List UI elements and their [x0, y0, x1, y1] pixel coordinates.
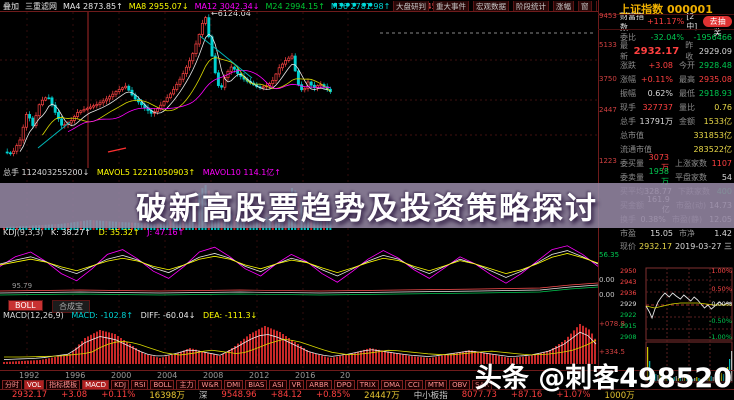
axis-label: +078.8 [599, 320, 625, 328]
quote-row: 最新 2932.17 昨收 2929.09 [620, 41, 732, 61]
menu-item[interactable]: 阶段统计 [513, 1, 549, 12]
date-label: 2004 [157, 370, 178, 380]
intraday-price-label: 2950 [620, 267, 637, 275]
intraday-pct-label: 0.00% [711, 300, 732, 308]
quote-row: 涨幅 +0.11% 最高 2935.08 [620, 74, 732, 84]
axis-label: 1223 [599, 157, 617, 165]
status-item: 1000万 [604, 391, 635, 400]
chart-top-menu: 大盘研判重大事件宏观数据阶段统计涨幅窗缩白刷 [393, 1, 597, 12]
status-item: +3.08 [61, 390, 88, 400]
banner-title: 破新高股票趋势及投资策略探讨 [136, 191, 598, 227]
ma-item: M24 2994.15↑ [265, 2, 325, 11]
status-item: 深 [198, 391, 208, 400]
date-label: 1992 [19, 370, 40, 380]
date-label: 1996 [65, 370, 86, 380]
intraday-pct-label: -1.00% [709, 333, 732, 341]
promo-banner: 破新高股票趋势及投资策略探讨 [0, 183, 734, 228]
date-label: 2000 [111, 370, 132, 380]
overlay-dots-icon: ●●●● ●● [333, 2, 375, 8]
intraday-price-label: 2922 [620, 311, 637, 319]
intraday-price-label: 2908 [620, 333, 637, 341]
status-item: +87.16 [510, 390, 543, 400]
status-item: 8077.73 [461, 390, 497, 400]
date-label: 20 [340, 370, 351, 380]
intraday-pct-label: -0.50% [709, 317, 732, 325]
macd-indicator-row: MACD(12,26,9) MACD: -102.8↑ DIFF: -60.04… [3, 311, 258, 320]
kdj-indicator-row: KDJ(9,3,3) K: 38.27↑ D: 35.32↑ J: 47.16↑ [3, 228, 185, 237]
status-item: +0.11% [101, 390, 136, 400]
axis-label: 5133 [599, 41, 617, 49]
intraday-price-label: 2929 [620, 300, 637, 308]
intraday-price-label: 2943 [620, 278, 637, 286]
index-title[interactable]: 上证指数 000001 [619, 3, 713, 16]
current-price-row: 现价 2932.17 2019-03-27 三 [620, 241, 732, 251]
menu-item[interactable]: 大盘研判 [393, 1, 429, 12]
tab-boll[interactable]: BOLL [8, 300, 43, 311]
boll-value-label: 95.79 [12, 282, 33, 290]
status-item: 16398万 [149, 391, 185, 400]
quote-row: 委买量 3073万 上涨家数 1107 [620, 153, 732, 172]
menu-item[interactable]: 窗 [578, 1, 592, 12]
status-item: 中小板指 [413, 391, 448, 400]
axis-label: 0.00 [599, 291, 615, 299]
ma-item: MA4 2873.85↑ [63, 2, 123, 11]
status-item: 2932.17 [12, 390, 48, 400]
ad-text: 财富指数 [620, 11, 644, 32]
ad-tag: [2中] [686, 11, 698, 31]
ad-row: 财富指数 +11.17% [2中] 去抽奖 [620, 12, 732, 37]
quote-row: 市盈 15.05 市净 1.42 [620, 228, 732, 238]
status-item: +0.85% [316, 390, 351, 400]
status-bar: 2932.17 +3.08 +0.11% 16398万 深 9548.96 +84.12 +0… [12, 390, 734, 400]
vol-indicator-row: 总手 112403255200↓ MAVOL5 12211050903↑ MAV… [3, 168, 282, 177]
overlay-label[interactable]: 叠加 [3, 2, 19, 11]
filter-label[interactable]: 三重滤网 [25, 2, 57, 11]
axis-label: 3750 [599, 75, 617, 83]
ma-item: MA12 3042.34↓ [194, 2, 260, 11]
status-item: +1.07% [556, 390, 591, 400]
tab-hecheng[interactable]: 合成宝 [52, 300, 90, 313]
quote-row: 总手 13791万 金额 1533亿 [620, 116, 732, 126]
intraday-price-label: 2915 [620, 322, 637, 330]
status-item: +84.12 [270, 390, 303, 400]
ma-item: MA8 2955.07↓ [128, 2, 189, 11]
status-item: 9548.96 [221, 390, 257, 400]
date-label: 2008 [203, 370, 224, 380]
menu-item[interactable]: 重大事件 [433, 1, 469, 12]
intraday-mini-chart[interactable] [598, 0, 734, 390]
date-label: 2012 [249, 370, 270, 380]
axis-label: 2447 [599, 106, 617, 114]
intraday-pct-label: 1.00% [711, 267, 732, 275]
menu-item[interactable]: 缩 [595, 1, 597, 12]
date-label: 2016 [295, 370, 316, 380]
lottery-button[interactable]: 去抽奖 [703, 16, 732, 37]
intraday-price-label: 2936 [620, 289, 637, 297]
ma-item: M36 2781.98↑ [330, 2, 391, 11]
quote-row: 现手 327737 量比 0.76 [620, 102, 732, 112]
menu-item[interactable]: 宏观数据 [473, 1, 509, 12]
axis-label: 0.00 [599, 276, 615, 284]
quote-row: 委卖量 1958万 平盘家数 54 [620, 167, 732, 186]
watermark: 头条 @刺客498520 [474, 363, 732, 394]
quote-row: 振幅 0.62% 最低 2918.93 [620, 88, 732, 98]
quote-row: 涨跌 +3.08 今开 2928.48 [620, 60, 732, 70]
status-item: 24447万 [364, 391, 400, 400]
peak-price-label: ←6124.04 [211, 9, 251, 18]
quote-row: 委比 -32.04% -1956466 [620, 32, 732, 42]
axis-label: +334.5 [599, 348, 625, 356]
ad-pct: +11.17% [646, 17, 685, 26]
axis-label: 9453 [599, 12, 617, 20]
axis-label: 56.35 [599, 251, 620, 259]
quote-row: 总市值 331853亿 [620, 130, 732, 140]
menu-item[interactable]: 涨幅 [553, 1, 574, 12]
intraday-pct-label: 0.50% [711, 285, 732, 293]
quote-row: 流通市值 283522亿 [620, 144, 732, 154]
